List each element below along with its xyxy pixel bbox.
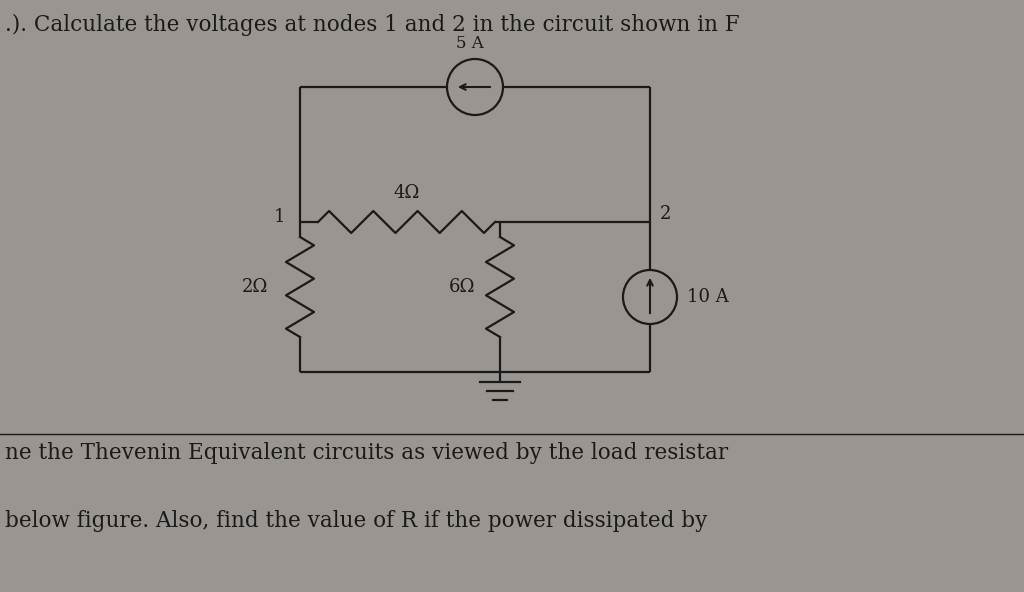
- Text: below figure. Also, find the value of R if the power dissipated by: below figure. Also, find the value of R …: [5, 510, 708, 532]
- Circle shape: [447, 59, 503, 115]
- Text: ne the Thevenin Equivalent circuits as viewed by the load resistar: ne the Thevenin Equivalent circuits as v…: [5, 442, 728, 464]
- Text: .). Calculate the voltages at nodes 1 and 2 in the circuit shown in F: .). Calculate the voltages at nodes 1 an…: [5, 14, 739, 36]
- Text: 5 A: 5 A: [456, 35, 484, 52]
- Text: 2: 2: [660, 205, 672, 223]
- Text: 4Ω: 4Ω: [393, 184, 420, 202]
- Text: 6Ω: 6Ω: [449, 278, 475, 296]
- Circle shape: [623, 270, 677, 324]
- Text: 2Ω: 2Ω: [242, 278, 268, 296]
- Text: 10 A: 10 A: [687, 288, 729, 306]
- Text: 1: 1: [273, 208, 285, 226]
